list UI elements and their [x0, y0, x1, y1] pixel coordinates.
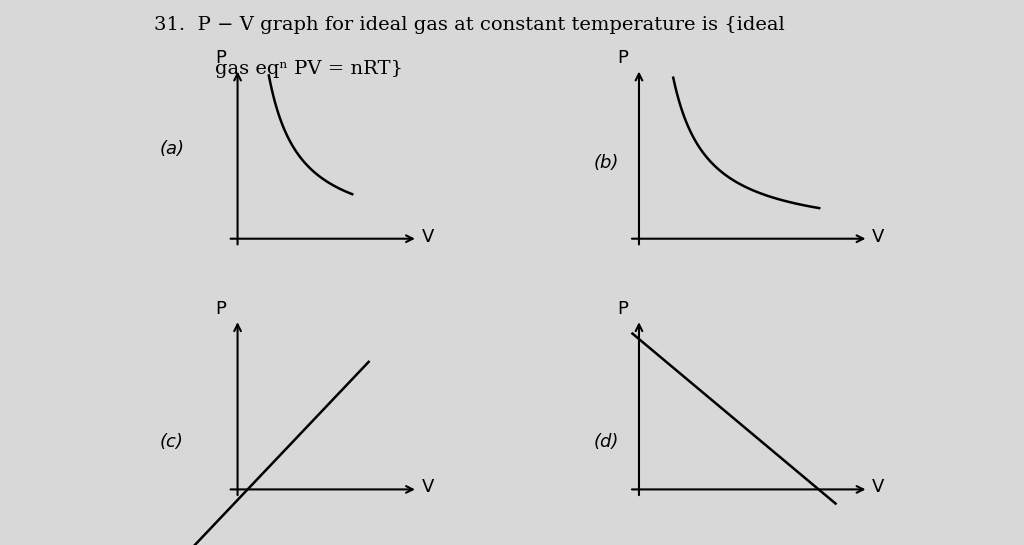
Text: (d): (d) [594, 433, 618, 451]
Text: V: V [872, 228, 885, 246]
Text: 31.  P − V graph for ideal gas at constant temperature is {ideal: 31. P − V graph for ideal gas at constan… [154, 16, 784, 34]
Text: gas eqⁿ PV = nRT}: gas eqⁿ PV = nRT} [215, 60, 403, 78]
Text: P: P [617, 300, 628, 318]
Text: (c): (c) [160, 433, 184, 451]
Text: P: P [617, 49, 628, 67]
Text: V: V [422, 479, 434, 496]
Text: V: V [872, 479, 885, 496]
Text: (b): (b) [594, 154, 618, 172]
Text: P: P [216, 300, 226, 318]
Text: P: P [216, 49, 226, 67]
Text: (a): (a) [160, 140, 184, 158]
Text: V: V [422, 228, 434, 246]
